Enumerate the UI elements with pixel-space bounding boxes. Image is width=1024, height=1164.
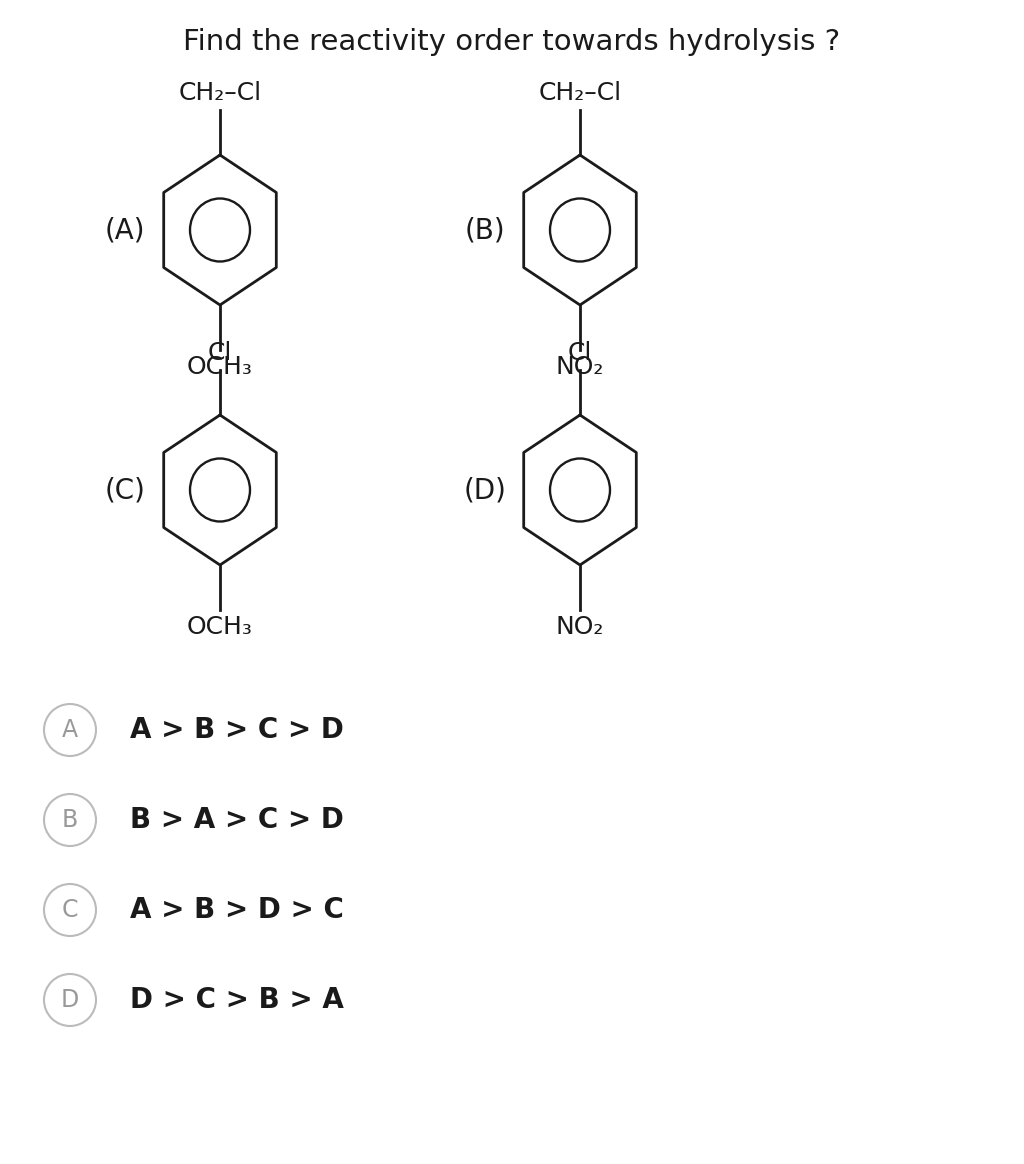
Text: D: D xyxy=(60,988,79,1012)
Text: OCH₃: OCH₃ xyxy=(187,615,253,639)
Text: A > B > C > D: A > B > C > D xyxy=(130,716,344,744)
Text: CH₂–Cl: CH₂–Cl xyxy=(178,81,261,105)
Text: (C): (C) xyxy=(104,476,145,504)
Text: NO₂: NO₂ xyxy=(556,355,604,379)
Text: B: B xyxy=(61,808,78,832)
Text: (D): (D) xyxy=(464,476,507,504)
Text: A: A xyxy=(61,718,78,741)
Text: (A): (A) xyxy=(104,217,145,244)
Text: Cl: Cl xyxy=(208,341,232,365)
Text: D > C > B > A: D > C > B > A xyxy=(130,986,344,1014)
Text: A > B > D > C: A > B > D > C xyxy=(130,896,344,924)
Text: C: C xyxy=(61,897,78,922)
Text: Cl: Cl xyxy=(568,341,592,365)
Text: NO₂: NO₂ xyxy=(556,615,604,639)
Text: (B): (B) xyxy=(465,217,505,244)
Text: B > A > C > D: B > A > C > D xyxy=(130,805,344,833)
Text: CH₂–Cl: CH₂–Cl xyxy=(539,81,622,105)
Text: Find the reactivity order towards hydrolysis ?: Find the reactivity order towards hydrol… xyxy=(183,28,841,56)
Text: OCH₃: OCH₃ xyxy=(187,355,253,379)
